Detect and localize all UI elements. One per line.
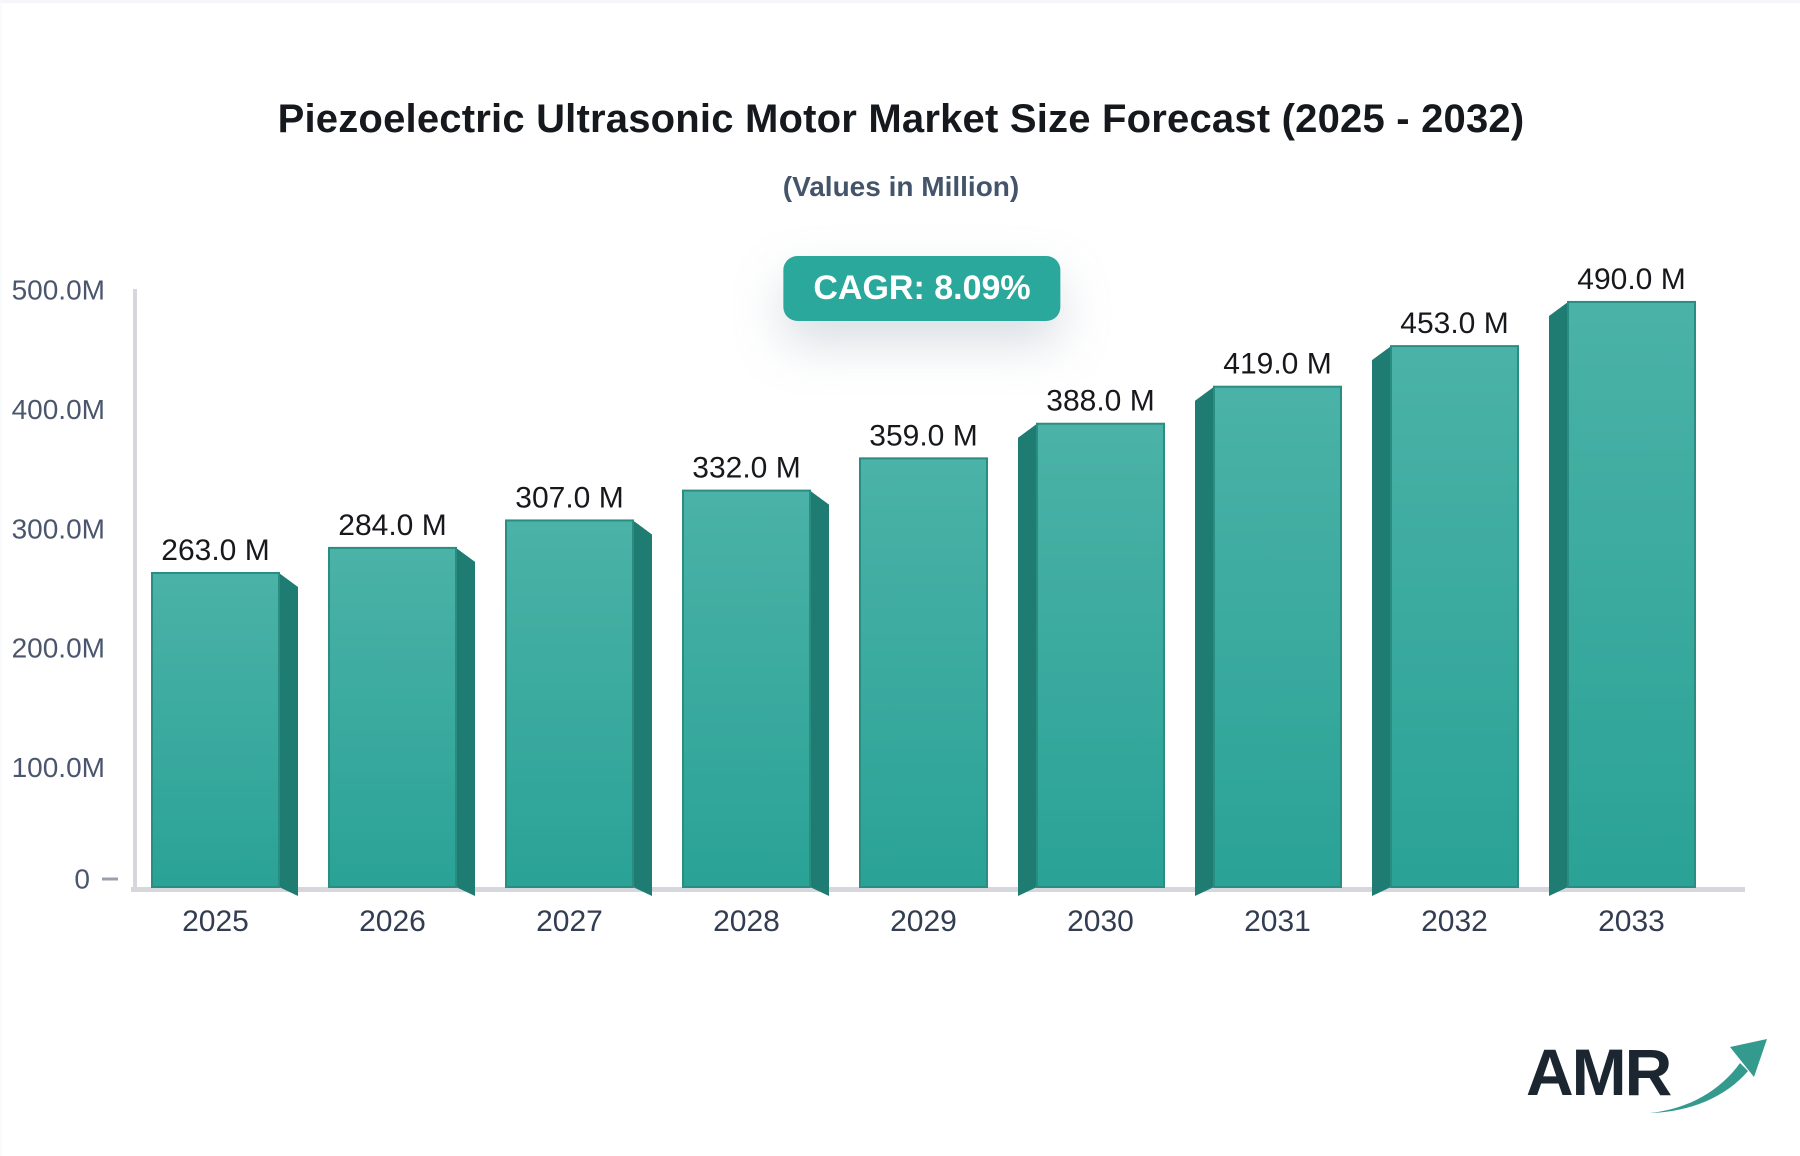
bar-side [1549, 301, 1568, 896]
x-axis-label: 2025 [182, 905, 249, 938]
bar-group-2032: 453.0 M 2032 [1372, 307, 1519, 938]
bar-value-label: 307.0 M [515, 481, 623, 514]
y-axis-line [133, 289, 137, 891]
amr-logo-text: AMR [1526, 1035, 1672, 1109]
y-axis-label: 400.0M [12, 394, 105, 425]
bar-front [1036, 422, 1165, 888]
bar-front [1567, 300, 1696, 888]
bar-group-2026: 284.0 M 2026 [328, 509, 475, 938]
bar-side [1372, 346, 1391, 896]
bar-group-2033: 490.0 M 2033 [1549, 263, 1696, 938]
bar-group-2029: 359.0 M 2029 [859, 419, 988, 938]
bar-value-label: 332.0 M [692, 452, 800, 485]
bar-value-label: 284.0 M [338, 509, 446, 542]
x-axis-label: 2026 [359, 905, 426, 938]
bar-group-2031: 419.0 M 2031 [1195, 348, 1342, 938]
bar-value-label: 263.0 M [161, 534, 269, 567]
bar-value-label: 419.0 M [1223, 348, 1331, 381]
x-axis-label: 2029 [890, 905, 957, 938]
y-axis-label: 300.0M [12, 513, 105, 544]
amr-logo: AMR [1526, 1033, 1776, 1123]
x-axis-label: 2028 [713, 905, 780, 938]
bar-front [328, 546, 457, 888]
arrow-head [1730, 1039, 1767, 1077]
bar-group-2025: 263.0 M 2025 [151, 534, 298, 938]
x-axis-label: 2033 [1598, 905, 1665, 938]
y-axis-label: 100.0M [12, 752, 105, 783]
bar-side [456, 547, 475, 896]
chart-title: Piezoelectric Ultrasonic Motor Market Si… [277, 97, 1525, 141]
x-axis-label: 2027 [536, 905, 603, 938]
bar-front [1213, 385, 1342, 888]
bar-value-label: 490.0 M [1577, 263, 1685, 296]
bar-group-2030: 388.0 M 2030 [1018, 385, 1165, 938]
bar-side [1195, 386, 1214, 896]
x-axis-label: 2030 [1067, 905, 1134, 938]
chart-subtitle: (Values in Million) [782, 171, 1020, 202]
bar-value-label: 388.0 M [1046, 385, 1154, 418]
bar-front [1390, 345, 1519, 889]
bar-value-label: 359.0 M [869, 419, 977, 452]
bar-value-label: 453.0 M [1400, 307, 1508, 340]
bar-front [859, 457, 988, 888]
x-axis-label: 2031 [1244, 905, 1311, 938]
chart-svg: 500.0M 400.0M 300.0M 200.0M 100.0M 0 263.0 M 20… [12, 263, 1745, 938]
cagr-badge: CAGR: 8.09% [783, 256, 1061, 321]
bar-side [810, 490, 829, 896]
arrow-swoosh [1650, 1063, 1748, 1113]
bar-side [279, 572, 298, 896]
y-axis-label: 0 [74, 864, 90, 895]
bar-group-2027: 307.0 M 2027 [505, 481, 652, 938]
x-axis-label: 2032 [1421, 905, 1488, 938]
x-axis-line [131, 887, 1745, 892]
bar-front [505, 519, 634, 889]
bar-front [151, 571, 280, 889]
bar-front [682, 489, 811, 888]
bar-group-2028: 332.0 M 2028 [682, 452, 829, 938]
y-axis-label: 500.0M [12, 275, 105, 306]
y-axis-label: 200.0M [12, 633, 105, 664]
bar-side [1018, 423, 1037, 896]
bar-side [633, 520, 652, 896]
growth-arrow-icon [1650, 1039, 1767, 1113]
